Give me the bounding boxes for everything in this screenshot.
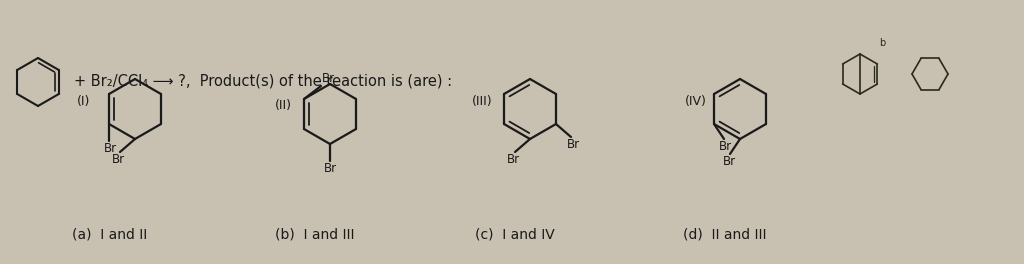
Text: Br: Br <box>566 138 580 151</box>
Text: Br: Br <box>507 153 519 166</box>
Text: (IV): (IV) <box>685 95 707 107</box>
Text: Br: Br <box>103 142 117 155</box>
Text: Br: Br <box>322 72 335 85</box>
Text: + Br₂/CCl₄ ⟶ ?,  Product(s) of the reaction is (are) :: + Br₂/CCl₄ ⟶ ?, Product(s) of the reacti… <box>74 73 453 88</box>
Text: (d)  II and III: (d) II and III <box>683 228 767 242</box>
Text: (b)  I and III: (b) I and III <box>275 228 354 242</box>
Text: (a)  I and II: (a) I and II <box>73 228 147 242</box>
Text: (III): (III) <box>472 95 493 107</box>
Text: Br: Br <box>112 153 125 166</box>
Text: b: b <box>879 38 885 48</box>
Text: (c)  I and IV: (c) I and IV <box>475 228 555 242</box>
Text: (II): (II) <box>275 100 292 112</box>
Text: (I): (I) <box>77 95 90 107</box>
Text: Br: Br <box>719 140 731 153</box>
Text: Br: Br <box>723 155 735 168</box>
Text: Br: Br <box>324 162 337 175</box>
